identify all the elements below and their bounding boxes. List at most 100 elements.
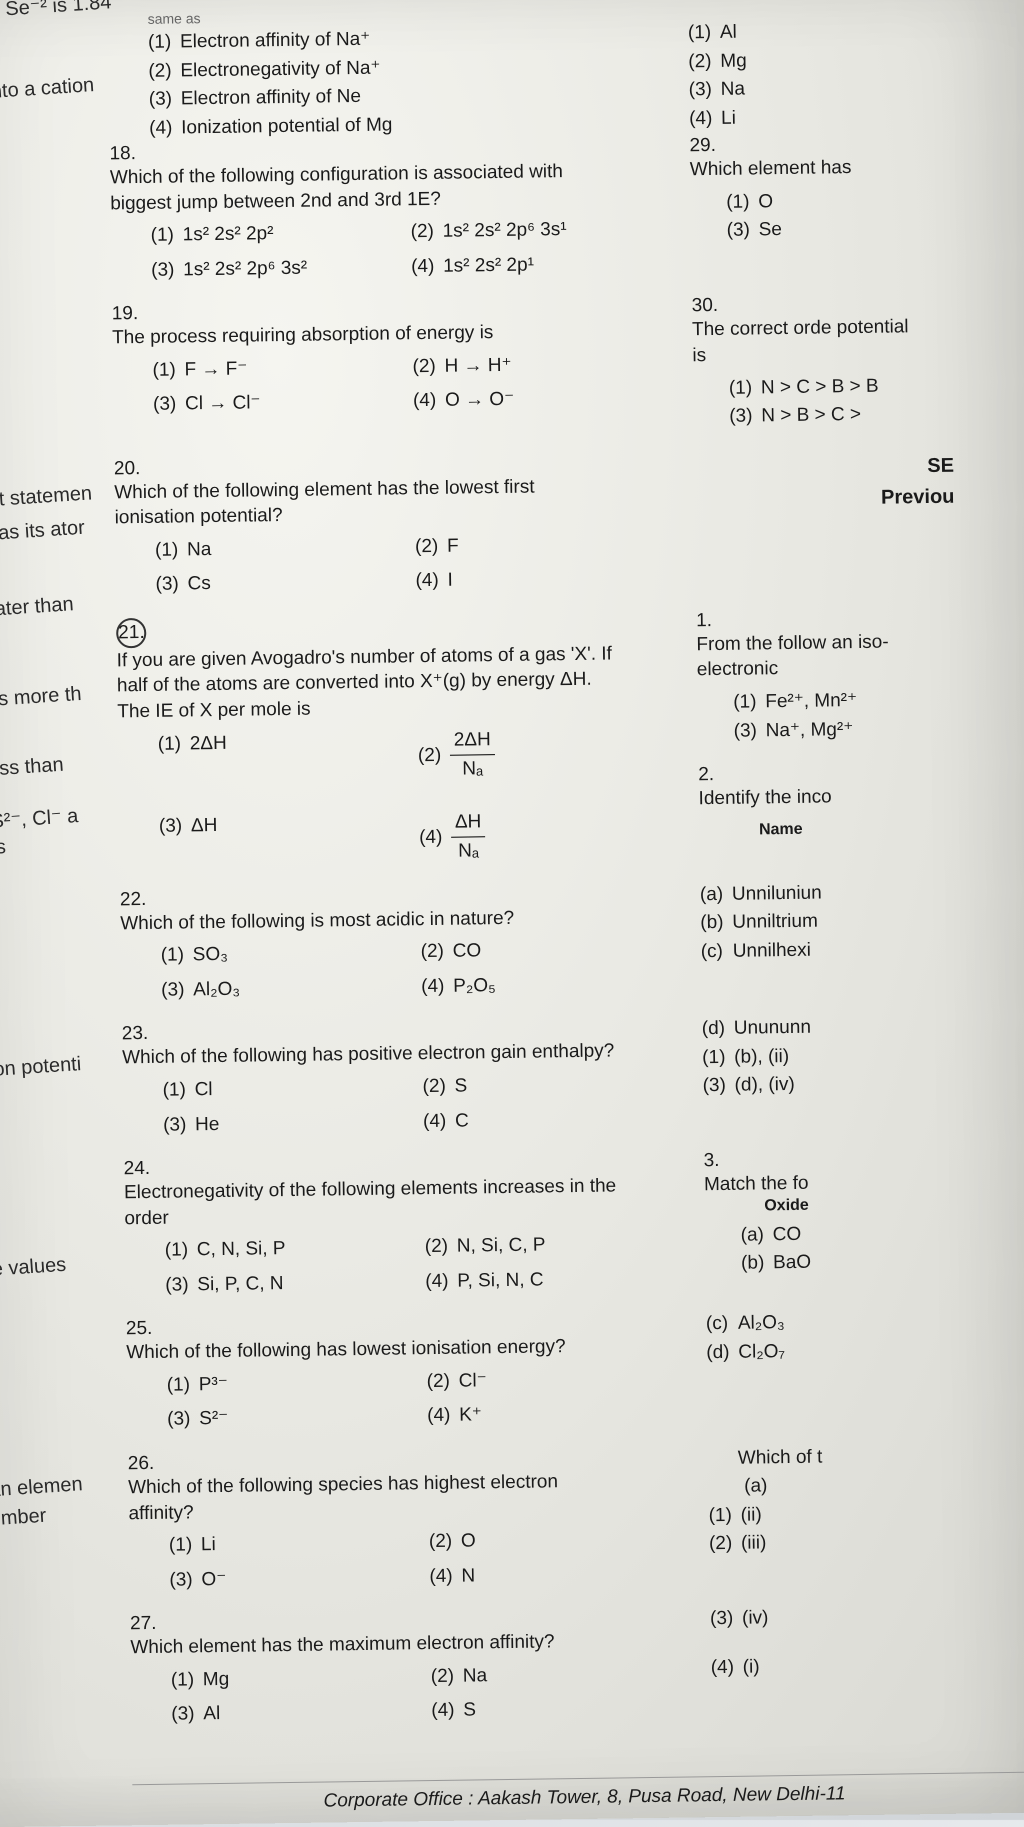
q26-opt1: (1)Li	[169, 1529, 409, 1561]
edge-fragment: rrect statemen	[0, 482, 93, 513]
p3-opt1: (1)(ii)	[708, 1499, 968, 1531]
p1-opt1: (1)Fe²⁺, Mn²⁺	[733, 686, 957, 718]
q25-opt1: (1)P³⁻	[167, 1368, 407, 1400]
edge-fragment: number	[0, 1505, 47, 1532]
q21-circled-icon: 21.	[116, 618, 146, 648]
q19-opt1: (1)F → F⁻	[152, 353, 392, 385]
p3-opta: (a)	[744, 1470, 968, 1502]
q21-opt1: (1)2ΔH	[158, 727, 399, 788]
question-21: 21. If you are given Avogadro's number o…	[116, 611, 659, 871]
q22-opt4: (4)P₂O₅	[421, 970, 661, 1002]
edge-fragment: s as	[0, 836, 7, 861]
q29-opt1: (1)O	[726, 185, 950, 217]
question-20: 20. Which of the following element has t…	[114, 450, 656, 600]
q23-opt4: (4)C	[423, 1104, 663, 1136]
q18-opt4: (4)1s² 2s² 2p¹	[411, 250, 651, 282]
prev-q2: 2. Identify the inco Name	[698, 761, 959, 840]
p3-d: (d)Cl₂O₇	[706, 1335, 966, 1367]
p2-a: (a)Unniluniun	[700, 877, 960, 909]
edge-fragment: ation potenti	[0, 1053, 82, 1083]
question-22: 22. Which of the following is most acidi…	[120, 882, 662, 1006]
q27-opt4: (4)S	[431, 1694, 671, 1726]
prev-q1: 1. From the follow an iso-electronic (1)…	[696, 606, 958, 746]
q19-opt4: (4)O → O⁻	[413, 384, 653, 416]
question-29: 29. Which element has (1)O (3)Se	[689, 132, 951, 246]
q25-opt3: (3)S²⁻	[167, 1403, 407, 1435]
prev-q3: 3. Match the fo Oxide (a)CO (b)BaO	[704, 1147, 966, 1279]
p2-opt3: (3)(d), (iv)	[702, 1069, 962, 1101]
question-27: 27. Which element has the maximum electr…	[130, 1606, 672, 1730]
q27-opt1: (1)Mg	[171, 1663, 411, 1695]
q22-opt3: (3)Al₂O₃	[161, 973, 401, 1005]
name-heading: Name	[759, 818, 959, 839]
section-heading: SE	[694, 454, 954, 481]
p1-opt3: (3)Na⁺, Mg²⁺	[733, 714, 957, 746]
q27-opt2: (2)Na	[431, 1660, 671, 1692]
q21-opt3: (3)ΔH	[159, 809, 400, 870]
q22-opt1: (1)SO₃	[161, 939, 401, 971]
edge-fragment: f an elemen	[0, 1473, 83, 1503]
q25-opt2: (2)Cl⁻	[427, 1365, 667, 1397]
q21-opt4: (4)ΔHNₐ	[419, 806, 660, 867]
q24-opt4: (4)P, Si, N, C	[425, 1265, 665, 1297]
question-25: 25. Which of the following has lowest io…	[126, 1311, 668, 1435]
q24-opt3: (3)Si, P, C, N	[165, 1268, 405, 1300]
q30-opt3: (3)N > B > C >	[729, 400, 953, 432]
p3-which: Which of t	[738, 1442, 968, 1474]
q26-opt4: (4)N	[429, 1559, 669, 1591]
question-30: 30. The correct orde potential is (1)N >…	[692, 292, 954, 432]
question-18: 18. Which of the following configuration…	[109, 136, 651, 286]
p3-opt3: (3)(iv)	[710, 1602, 970, 1634]
question-24: 24. Electronegativity of the following e…	[124, 1151, 666, 1301]
edge-fragment: the values	[0, 1254, 67, 1283]
q23-opt3: (3)He	[163, 1108, 403, 1140]
q18-opt1: (1)1s² 2s² 2p²	[151, 219, 391, 251]
p3-a: (a)CO	[741, 1218, 965, 1250]
q26-opt2: (2)O	[429, 1525, 669, 1557]
edge-fragment: me as its ator	[0, 517, 85, 548]
intro-right-1: (1)Al	[688, 16, 948, 48]
edge-fragment: ⁺, S²⁻, Cl⁻ a	[0, 803, 79, 835]
q29-opt3: (3)Se	[726, 214, 950, 246]
q25-opt4: (4)K⁺	[427, 1399, 667, 1431]
q18-opt2: (2)1s² 2s² 2p⁶ 3s¹	[410, 215, 650, 247]
question-23: 23. Which of the following has positive …	[122, 1016, 664, 1140]
q20-opt3: (3)Cs	[155, 568, 395, 600]
edge-fragment: tal is more th	[0, 683, 82, 714]
q19-opt2: (2)H → H⁺	[412, 350, 652, 382]
q18-opt3: (3)1s² 2s² 2p⁶ 3s²	[151, 253, 391, 285]
p2-opt1: (1)(b), (ii)	[702, 1040, 962, 1072]
p3-opt2: (2)(iii)	[709, 1527, 969, 1559]
q30-opt1: (1)N > C > B > B	[729, 371, 953, 403]
q26-opt3: (3)O⁻	[169, 1563, 409, 1595]
q19-opt3: (3)Cl → Cl⁻	[153, 388, 393, 420]
question-26: 26. Which of the following species has h…	[128, 1446, 670, 1596]
edge-fragment: dii of Se⁻² is 1.84	[0, 0, 112, 25]
q20-opt1: (1)Na	[155, 533, 395, 565]
p2-c: (c)Unnilhexi	[701, 934, 961, 966]
p3-opt4: (4)(i)	[711, 1650, 971, 1682]
edge-fragment: greater than	[0, 593, 74, 623]
intro-right-4: (4)Li	[689, 101, 949, 133]
edge-fragment: ed into a cation	[0, 74, 95, 106]
intro-right-3: (3)Na	[689, 73, 949, 105]
q20-opt4: (4)I	[415, 564, 655, 596]
q21-opt2: (2)2ΔHNₐ	[418, 724, 659, 785]
q24-opt1: (1)C, N, Si, P	[165, 1234, 405, 1266]
q23-opt1: (1)Cl	[162, 1073, 402, 1105]
q20-opt2: (2)F	[415, 530, 655, 562]
oxide-heading: Oxide	[764, 1194, 964, 1215]
q22-opt2: (2)CO	[421, 935, 661, 967]
q23-opt2: (2)S	[422, 1070, 662, 1102]
previous-heading: Previou	[694, 485, 954, 512]
p3-b: (b)BaO	[741, 1247, 965, 1279]
p2-b: (b)Unniltrium	[700, 906, 960, 938]
question-19: 19. The process requiring absorption of …	[112, 296, 654, 420]
p2-d: (d)Unununn	[702, 1012, 962, 1044]
footer-text: Corporate Office : Aakash Tower, 8, Pusa…	[132, 1772, 1024, 1816]
p3-c: (c)Al₂O₃	[706, 1307, 966, 1339]
intro-right-2: (2)Mg	[688, 44, 948, 76]
q24-opt2: (2)N, Si, C, P	[425, 1230, 665, 1262]
edge-fragment: s less than	[0, 754, 64, 783]
q27-opt3: (3)Al	[171, 1698, 411, 1730]
